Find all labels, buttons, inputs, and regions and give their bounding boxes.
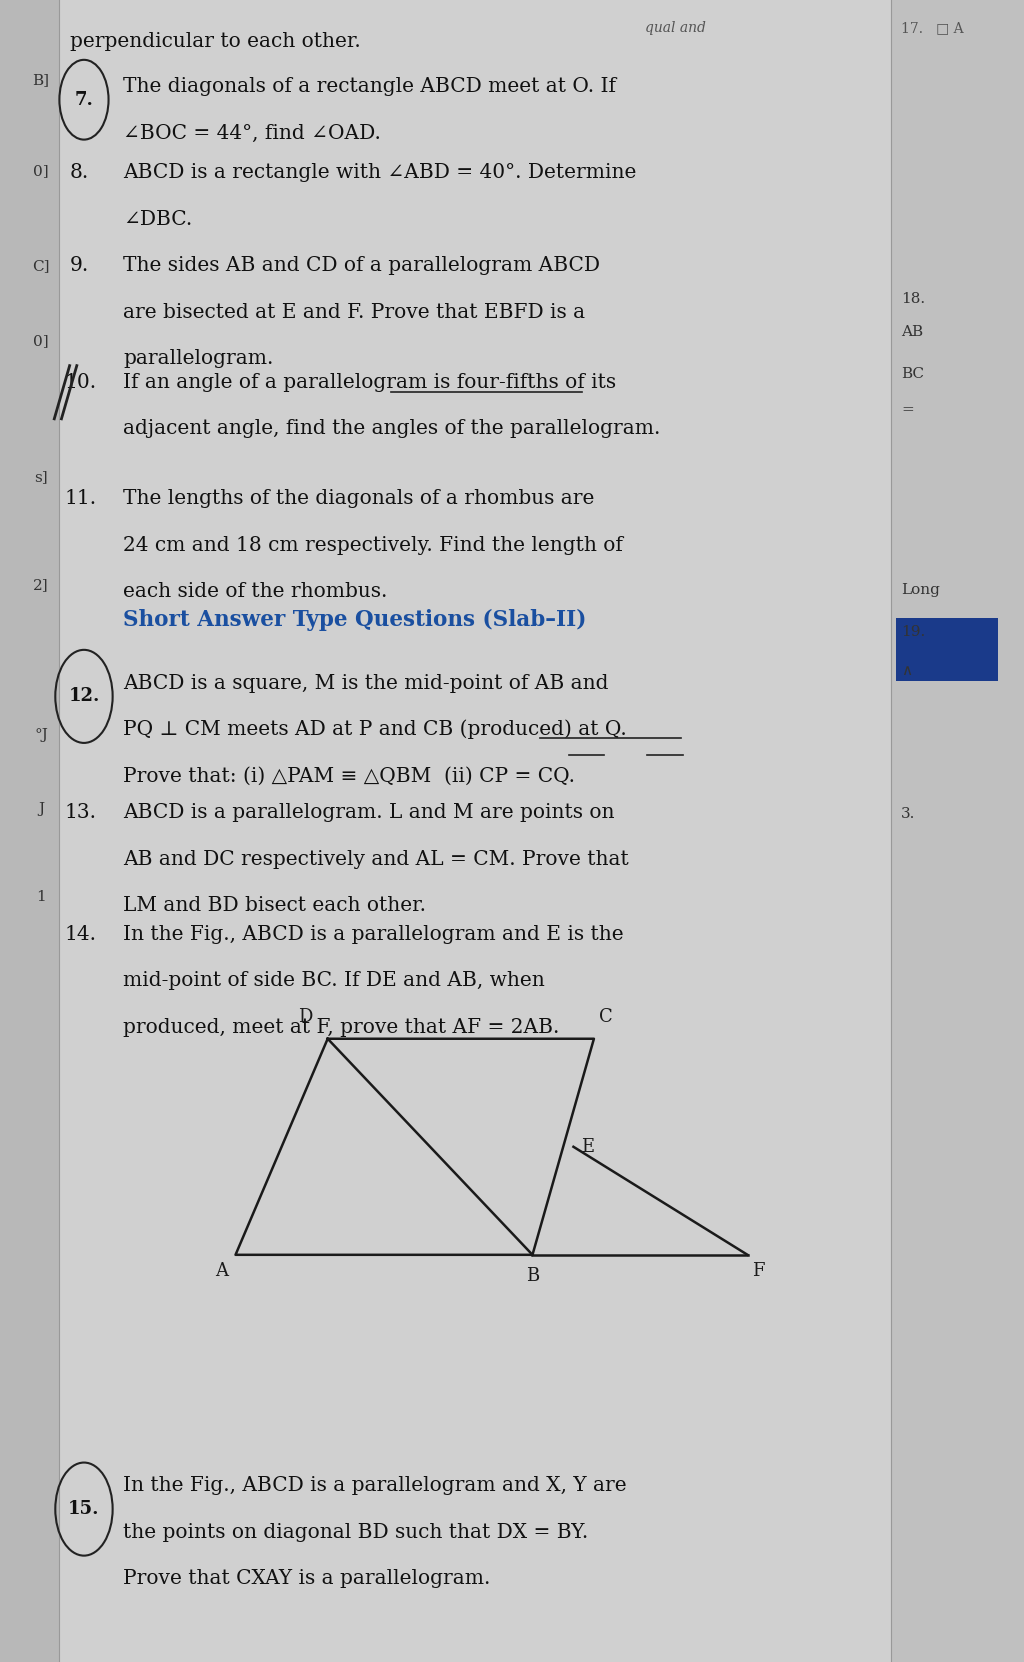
Text: ABCD is a square, M is the mid-point of AB and: ABCD is a square, M is the mid-point of …	[123, 673, 608, 693]
Text: AB: AB	[901, 326, 924, 339]
Text: ABCD is a rectangle with ∠ABD = 40°. Determine: ABCD is a rectangle with ∠ABD = 40°. Det…	[123, 163, 636, 183]
Bar	[891, 0, 1024, 1662]
Text: The lengths of the diagonals of a rhombus are: The lengths of the diagonals of a rhombu…	[123, 489, 594, 509]
Text: 14.: 14.	[65, 924, 96, 944]
Text: perpendicular to each other.: perpendicular to each other.	[70, 32, 360, 52]
Text: BC: BC	[901, 367, 924, 381]
Text: 10.: 10.	[65, 372, 96, 392]
Text: 3.: 3.	[901, 808, 915, 821]
Text: are bisected at E and F. Prove that EBFD is a: are bisected at E and F. Prove that EBFD…	[123, 302, 585, 322]
Text: E: E	[582, 1138, 594, 1155]
Text: 7.: 7.	[75, 91, 93, 108]
Text: Short Answer Type Questions (Slab–II): Short Answer Type Questions (Slab–II)	[123, 608, 587, 632]
Text: C]: C]	[32, 259, 50, 273]
Text: 13.: 13.	[65, 803, 96, 823]
Text: 12.: 12.	[69, 688, 99, 705]
Text: 0]: 0]	[33, 165, 49, 178]
Text: 17.   □ A: 17. □ A	[901, 22, 964, 35]
Text: 8.: 8.	[70, 163, 89, 183]
Text: F: F	[752, 1263, 765, 1280]
Text: 0]: 0]	[33, 334, 49, 347]
Text: 11.: 11.	[65, 489, 96, 509]
Text: s]: s]	[34, 470, 48, 484]
Text: =: =	[901, 404, 913, 417]
Text: Long: Long	[901, 583, 940, 597]
Text: °J: °J	[34, 728, 48, 741]
Text: C: C	[598, 1009, 612, 1025]
Text: 19.: 19.	[901, 625, 926, 638]
Text: qual and: qual and	[645, 22, 706, 35]
Bar	[896, 618, 998, 681]
Text: 1: 1	[36, 891, 46, 904]
Text: ∧: ∧	[901, 665, 912, 678]
Text: 24 cm and 18 cm respectively. Find the length of: 24 cm and 18 cm respectively. Find the l…	[123, 535, 623, 555]
Text: The diagonals of a rectangle ABCD meet at O. If: The diagonals of a rectangle ABCD meet a…	[123, 76, 615, 96]
Text: mid-point of side BC. If DE and AB, when: mid-point of side BC. If DE and AB, when	[123, 971, 545, 991]
Text: ∠BOC = 44°, find ∠OAD.: ∠BOC = 44°, find ∠OAD.	[123, 123, 381, 143]
Text: adjacent angle, find the angles of the parallelogram.: adjacent angle, find the angles of the p…	[123, 419, 660, 439]
Text: parallelogram.: parallelogram.	[123, 349, 273, 369]
Text: D: D	[298, 1009, 312, 1025]
Text: 18.: 18.	[901, 293, 926, 306]
Text: Prove that: (i) △PAM ≡ △QBM  (ii) CP = CQ.: Prove that: (i) △PAM ≡ △QBM (ii) CP = CQ…	[123, 766, 574, 786]
Text: If an angle of a parallelogram is four-fifths of its: If an angle of a parallelogram is four-f…	[123, 372, 616, 392]
Text: 9.: 9.	[70, 256, 89, 276]
Text: J: J	[38, 803, 44, 816]
Text: Prove that CXAY is a parallelogram.: Prove that CXAY is a parallelogram.	[123, 1569, 490, 1589]
Text: each side of the rhombus.: each side of the rhombus.	[123, 582, 387, 602]
Bar	[0, 0, 59, 1662]
Text: B]: B]	[33, 73, 49, 86]
Text: AB and DC respectively and AL = CM. Prove that: AB and DC respectively and AL = CM. Prov…	[123, 849, 629, 869]
Text: LM and BD bisect each other.: LM and BD bisect each other.	[123, 896, 426, 916]
Text: A: A	[215, 1263, 227, 1280]
Text: B: B	[526, 1266, 539, 1285]
Text: PQ ⊥ CM meets AD at P and CB (produced) at Q.: PQ ⊥ CM meets AD at P and CB (produced) …	[123, 720, 627, 740]
Text: ∠DBC.: ∠DBC.	[123, 209, 193, 229]
Text: The sides AB and CD of a parallelogram ABCD: The sides AB and CD of a parallelogram A…	[123, 256, 600, 276]
Text: 2]: 2]	[33, 578, 49, 592]
Text: produced, meet at F, prove that AF = 2AB.: produced, meet at F, prove that AF = 2AB…	[123, 1017, 559, 1037]
Text: In the Fig., ABCD is a parallelogram and X, Y are: In the Fig., ABCD is a parallelogram and…	[123, 1476, 627, 1496]
Text: 15.: 15.	[69, 1501, 99, 1517]
Text: the points on diagonal BD such that DX = BY.: the points on diagonal BD such that DX =…	[123, 1522, 588, 1542]
Text: In the Fig., ABCD is a parallelogram and E is the: In the Fig., ABCD is a parallelogram and…	[123, 924, 624, 944]
Text: ABCD is a parallelogram. L and M are points on: ABCD is a parallelogram. L and M are poi…	[123, 803, 614, 823]
